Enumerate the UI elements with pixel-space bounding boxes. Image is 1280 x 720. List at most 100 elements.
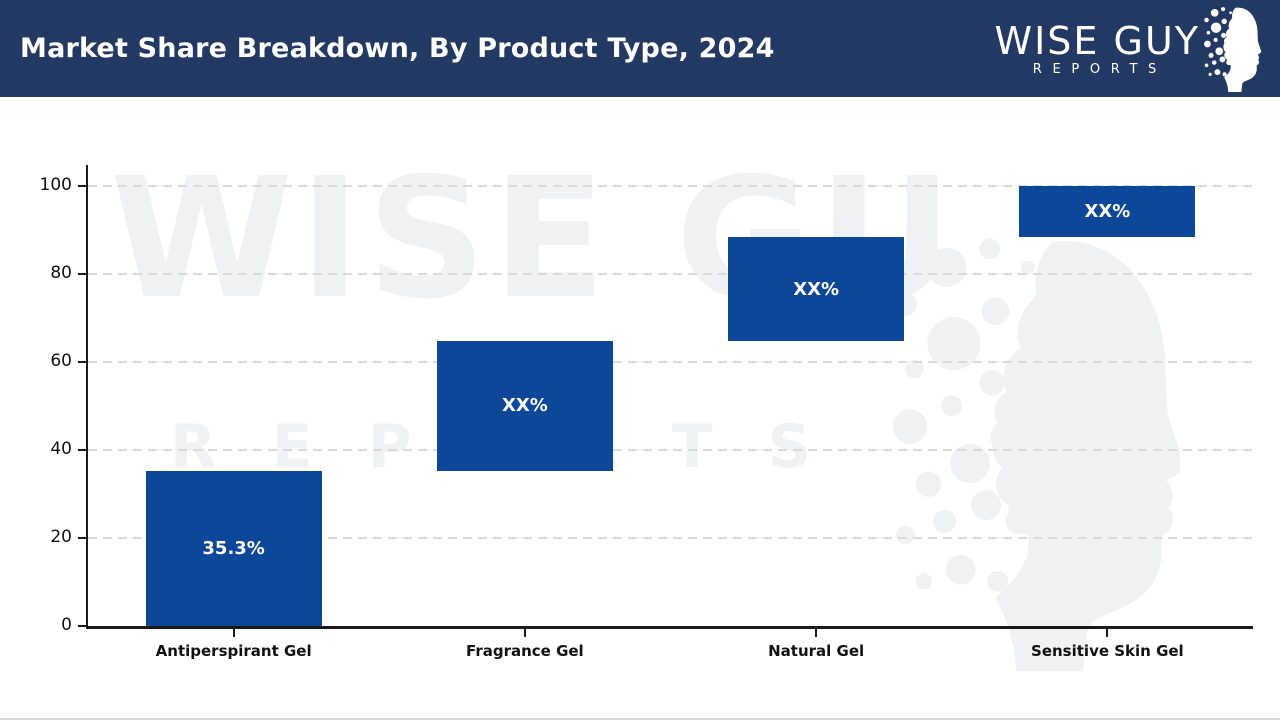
head-dot (933, 509, 957, 533)
head-dot (1213, 37, 1218, 42)
head-dot (1221, 18, 1227, 25)
head-dot (1219, 56, 1226, 63)
head-dot (1223, 41, 1232, 51)
head-dot (1204, 63, 1209, 68)
head-dot (915, 573, 932, 590)
head-dot (1222, 72, 1227, 77)
head-dot (941, 395, 962, 417)
head-dot (1204, 17, 1209, 23)
head-dot (1206, 30, 1211, 35)
y-tick-label: 40 (50, 439, 72, 459)
head-dot (1033, 464, 1055, 486)
head-dot (1232, 28, 1238, 34)
chart-area: WISE GU REPORTS 02040608010035.3%Antiper… (0, 97, 1280, 718)
head-dot (1020, 385, 1040, 404)
gridline (88, 449, 1253, 451)
gridline (88, 185, 1253, 187)
y-tick-label: 60 (50, 351, 72, 371)
head-dot (1005, 508, 1032, 534)
head-dot (1211, 60, 1217, 65)
header-banner: Market Share Breakdown, By Product Type,… (0, 0, 1280, 97)
head-dot (979, 238, 1000, 260)
head-dot (1004, 592, 1028, 616)
head-dot (1204, 40, 1211, 48)
x-axis-tick (523, 629, 526, 637)
head-dot (1233, 72, 1238, 76)
head-dot (1043, 569, 1063, 589)
head-dot (1214, 69, 1221, 76)
head-dot (927, 247, 967, 287)
bar-value-label: XX% (793, 278, 840, 300)
head-dot (1208, 72, 1212, 76)
head-dot (927, 317, 981, 371)
logo-text: WISE GUY REPORTS (995, 22, 1200, 76)
head-dot (981, 297, 1010, 326)
head-dot (905, 359, 924, 379)
y-axis-line (86, 165, 88, 629)
head-dot (971, 490, 1002, 521)
head-dot (1226, 76, 1231, 82)
x-axis-tick (232, 629, 235, 637)
logo-head-icon (1204, 7, 1262, 92)
bar-fragrance-gel: XX% (436, 340, 613, 471)
x-category-label: Sensitive Skin Gel (1031, 642, 1184, 660)
head-dot (1229, 11, 1232, 15)
head-dot (950, 443, 990, 484)
logo-subtext: REPORTS (1032, 62, 1167, 77)
head-dot (892, 409, 928, 444)
bar-antiperspirant-gel: 35.3% (145, 470, 322, 626)
head-dot (1210, 8, 1219, 17)
watermark-head-icon (892, 238, 1180, 672)
head-dot (1017, 328, 1034, 345)
y-axis-tick (78, 449, 86, 451)
head-dot (1032, 292, 1051, 312)
head-dot (1231, 51, 1236, 56)
head-dot (1221, 7, 1226, 12)
head-profile-shape (992, 241, 1180, 672)
head-dot (979, 370, 1005, 396)
y-tick-label: 0 (61, 615, 72, 635)
y-axis-tick (78, 185, 86, 187)
y-axis-tick (78, 537, 86, 539)
x-category-label: Antiperspirant Gel (155, 642, 312, 660)
gridline (88, 361, 1253, 363)
head-dot (987, 570, 1009, 592)
wise-guy-logo: WISE GUY REPORTS (995, 6, 1274, 92)
y-axis-tick (78, 273, 86, 275)
bar-value-label: XX% (1084, 201, 1131, 223)
head-dot (915, 471, 942, 497)
bar-natural-gel: XX% (728, 237, 905, 341)
gridline (88, 273, 1253, 275)
bar-value-label: 35.3% (202, 537, 265, 559)
head-dot (945, 554, 976, 585)
head-dot (1231, 17, 1236, 22)
head-dot (1039, 348, 1063, 372)
head-dot (1208, 52, 1214, 58)
y-tick-label: 20 (50, 527, 72, 547)
head-dot (1020, 260, 1035, 275)
head-profile-shape (1223, 7, 1262, 92)
y-tick-label: 80 (50, 263, 72, 283)
x-category-label: Natural Gel (768, 642, 865, 660)
head-dot (1226, 60, 1232, 66)
x-axis-tick (815, 629, 818, 637)
head-dot (1221, 32, 1227, 38)
head-dot (1228, 24, 1232, 28)
y-tick-label: 100 (39, 175, 72, 195)
bar-sensitive-skin-gel: XX% (1019, 186, 1196, 238)
gridline (88, 537, 1253, 539)
bottom-border (0, 718, 1280, 720)
bar-value-label: XX% (501, 395, 548, 417)
head-dot (1229, 35, 1233, 40)
head-dot (1215, 47, 1224, 56)
x-category-label: Fragrance Gel (466, 642, 584, 660)
head-dot (1210, 22, 1222, 33)
x-axis-line (86, 626, 1253, 629)
head-dot (896, 525, 915, 545)
chart-title: Market Share Breakdown, By Product Type,… (20, 33, 775, 64)
y-axis-tick (78, 361, 86, 363)
logo-wordmark: WISE GUY (994, 19, 1200, 63)
head-dot (990, 416, 1035, 461)
x-axis-tick (1106, 629, 1109, 637)
